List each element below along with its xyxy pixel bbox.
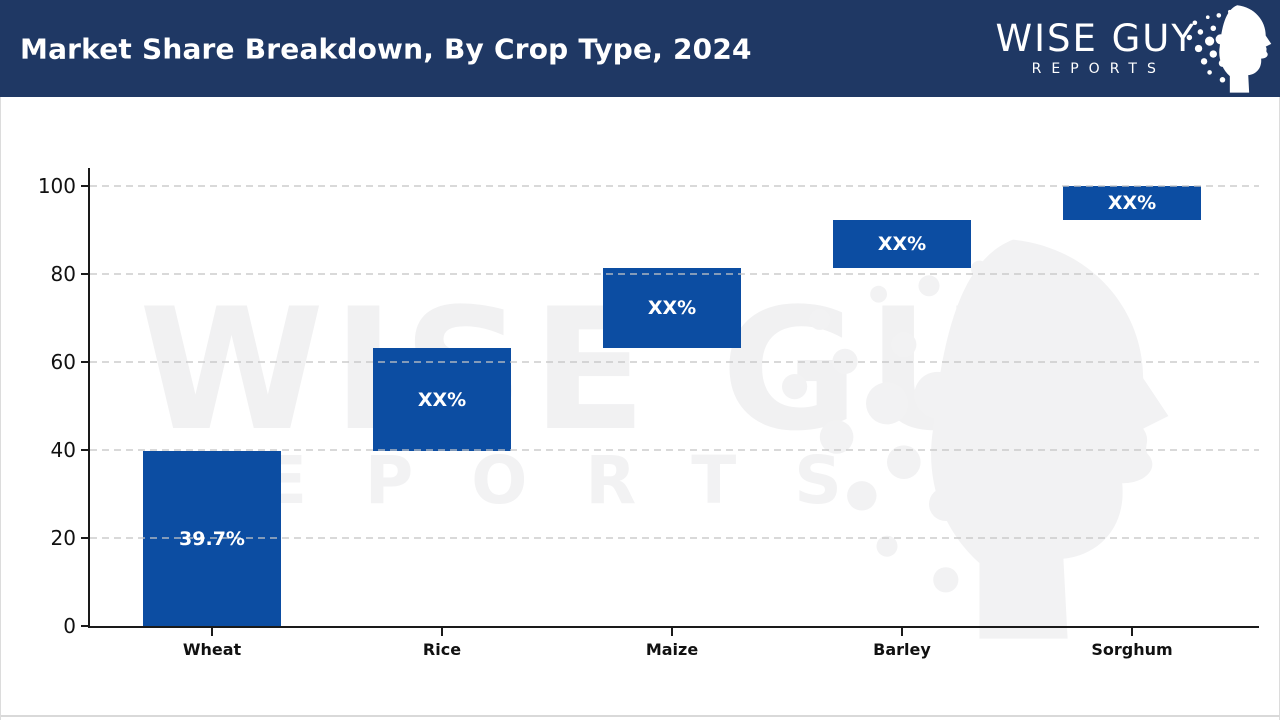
y-tick-label: 80	[50, 261, 76, 286]
gridline	[90, 536, 1259, 539]
bar-value-label: XX%	[647, 296, 697, 319]
bar-value-label: XX%	[1107, 192, 1157, 214]
y-tick-label: 60	[50, 349, 76, 374]
wiseguy-logo-text: WISE GUY REPORTS	[995, 17, 1196, 78]
y-tick	[81, 625, 89, 627]
header-band: Market Share Breakdown, By Crop Type, 20…	[0, 0, 1280, 97]
gridline	[90, 184, 1259, 187]
chart-title: Market Share Breakdown, By Crop Type, 20…	[20, 32, 752, 65]
wiseguy-logo-wordmark: WISE GUY	[995, 17, 1196, 60]
x-tick-label: Maize	[645, 640, 699, 659]
y-tick-label: 100	[37, 173, 76, 198]
gridline	[90, 448, 1259, 451]
bar-value-label: 39.7%	[179, 527, 245, 550]
x-tick	[211, 628, 213, 636]
bar-value-label: XX%	[417, 388, 467, 411]
x-tick	[671, 628, 673, 636]
wiseguy-logo-subtitle: REPORTS	[1031, 61, 1166, 77]
x-tick-label: Barley	[873, 640, 931, 659]
bar-value-label: XX%	[877, 232, 927, 255]
bar-segment-rice	[373, 348, 511, 452]
y-tick-label: 0	[63, 614, 76, 638]
watermark-wordmark: WISE GU	[139, 272, 1012, 468]
y-tick	[81, 184, 89, 187]
chart-plot-area: WISE GU REPORTS 39.7% Wheat XX% Rice XX% Maiz…	[0, 97, 1280, 720]
x-tick-label: Wheat	[182, 640, 242, 659]
y-tick	[81, 448, 89, 451]
y-tick	[81, 536, 89, 539]
wiseguy-logo: WISE GUY REPORTS	[996, 0, 1274, 97]
x-tick	[1131, 628, 1133, 636]
gridline	[90, 360, 1259, 363]
bottom-divider	[1, 715, 1280, 717]
x-tick-label: Sorghum	[1091, 640, 1173, 659]
y-axis-line	[88, 168, 90, 628]
y-tick-label: 20	[50, 525, 76, 550]
y-tick	[81, 360, 89, 363]
gridline	[90, 272, 1259, 275]
x-tick-label: Rice	[422, 640, 462, 659]
x-tick	[901, 628, 903, 636]
x-axis-line	[88, 626, 1259, 628]
bar-segment-maize	[603, 267, 741, 349]
y-tick-label: 40	[50, 437, 76, 462]
x-tick	[441, 628, 443, 636]
bar-segment-sorghum	[1063, 185, 1201, 221]
watermark-dotted-head-icon	[782, 239, 1169, 639]
y-tick	[81, 272, 89, 275]
